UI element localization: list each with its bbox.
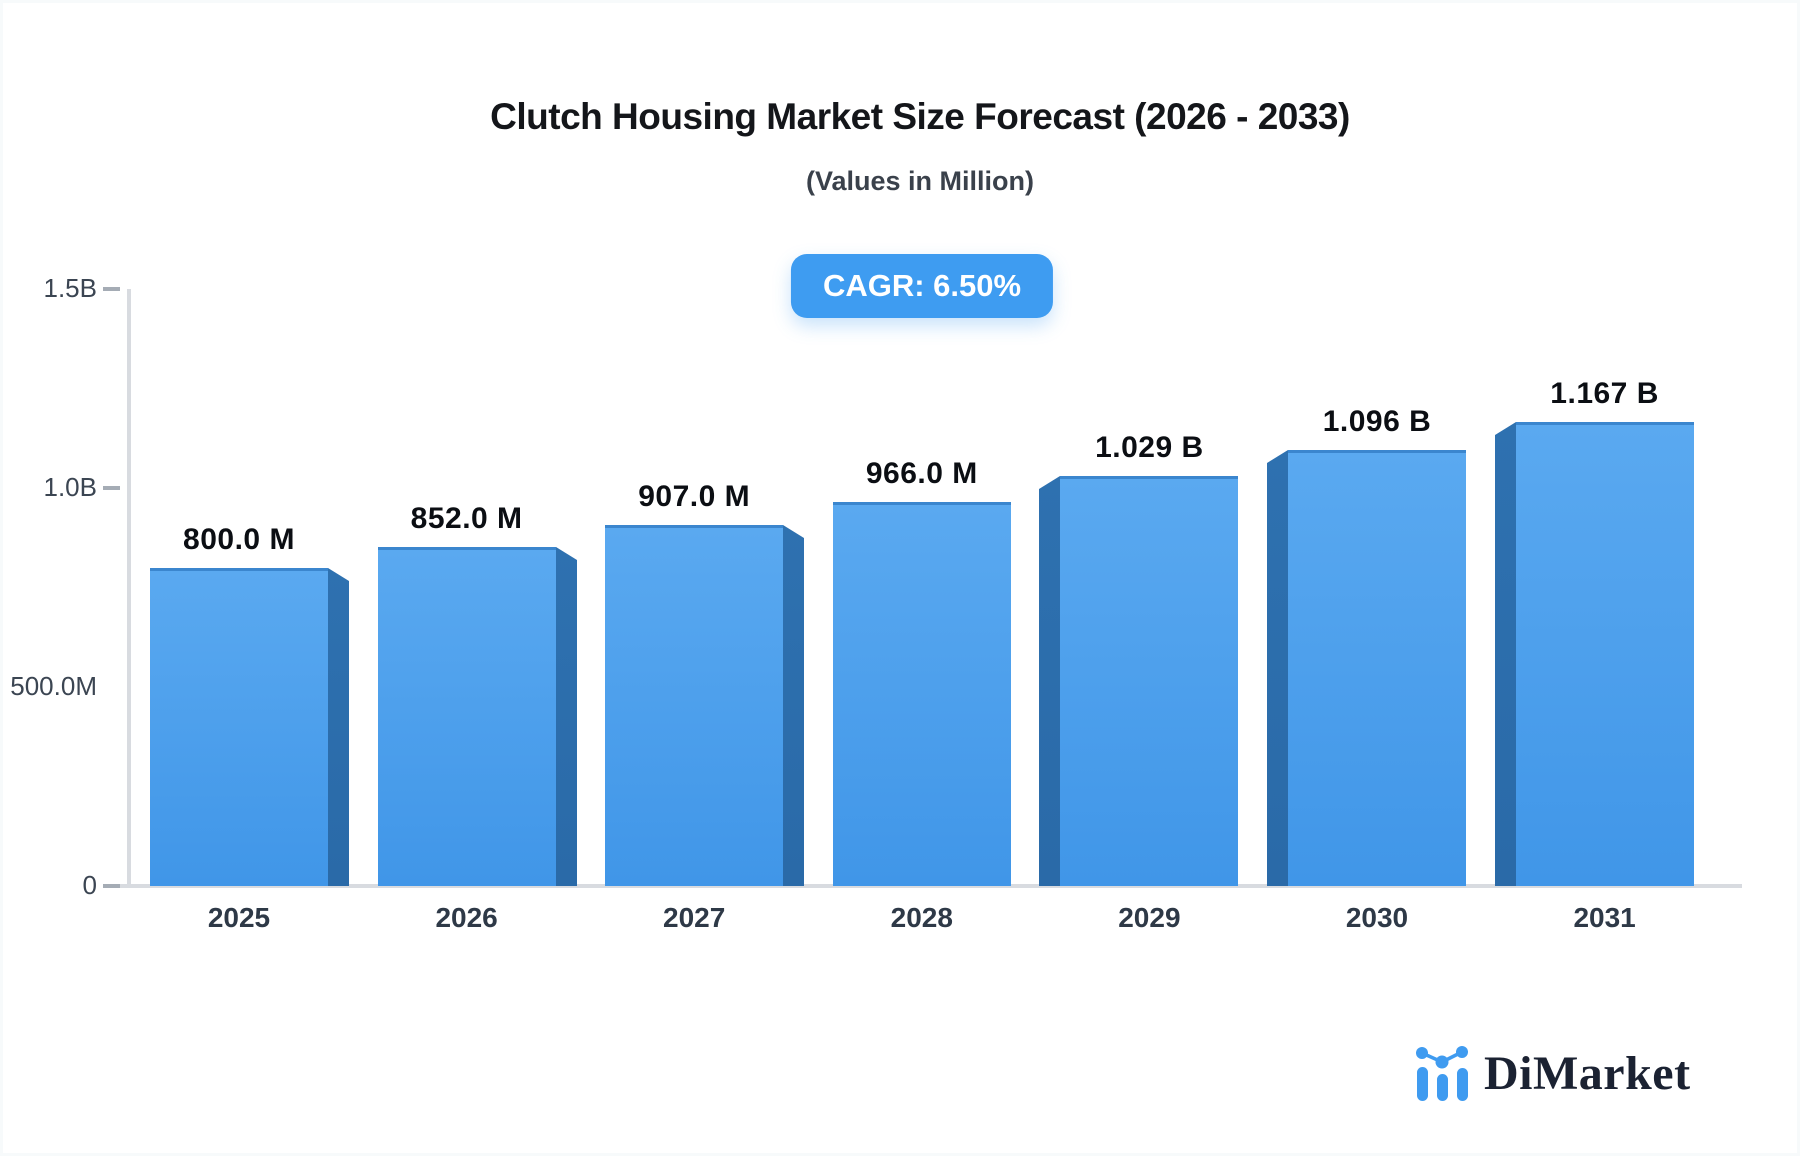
y-axis-label: 1.5B [43, 273, 98, 303]
bar [1516, 422, 1694, 886]
bar-side-face [1495, 422, 1516, 886]
bar-value-label: 800.0 M [183, 523, 295, 556]
cagr-badge-label: CAGR: 6.50% [822, 268, 1022, 303]
x-axis-label: 2027 [663, 902, 726, 933]
x-axis-label: 2030 [1345, 902, 1409, 933]
x-axis-label: 2029 [1118, 902, 1181, 933]
bar [1288, 450, 1466, 886]
y-axis-label: 500.0M [10, 671, 97, 701]
mini-bar-chart-icon [1416, 1046, 1468, 1101]
bar-side-face [1267, 450, 1288, 886]
bar-value-label: 852.0 M [410, 502, 523, 535]
chart-subtitle: (Values in Million) [805, 166, 1035, 196]
chart-title: Clutch Housing Market Size Forecast (202… [490, 96, 1350, 137]
bar [378, 547, 556, 886]
bar-side-face [556, 547, 577, 886]
y-axis-label: 1.0B [43, 472, 98, 502]
x-axis-line [115, 884, 1742, 888]
bar [605, 525, 783, 886]
bar-value-label: 1.167 B [1550, 377, 1659, 410]
bar-value-label: 966.0 M [865, 457, 978, 490]
bar [150, 568, 328, 886]
x-axis-label: 2028 [890, 902, 953, 933]
bar-value-label: 1.029 B [1095, 431, 1204, 464]
bar [1060, 476, 1238, 886]
brand-name: DiMarket [1484, 1046, 1691, 1100]
cagr-badge: CAGR: 6.50% [790, 254, 1054, 318]
y-axis-tick [103, 486, 120, 490]
bar-side-face [783, 525, 804, 886]
bar-value-label: 1.096 B [1322, 405, 1432, 438]
x-axis-label: 2025 [207, 902, 271, 933]
bar-value-label: 907.0 M [638, 480, 751, 513]
y-axis-tick [103, 884, 120, 888]
bar [833, 502, 1011, 886]
brand-logo: DiMarket [1414, 1036, 1691, 1110]
bar-side-face [1039, 476, 1060, 886]
y-axis-line [127, 289, 131, 887]
x-axis-label: 2031 [1573, 902, 1636, 933]
y-axis-label: 0 [82, 870, 97, 900]
x-axis-label: 2026 [435, 902, 498, 933]
y-axis-tick [103, 287, 120, 291]
bar-side-face [328, 568, 349, 886]
